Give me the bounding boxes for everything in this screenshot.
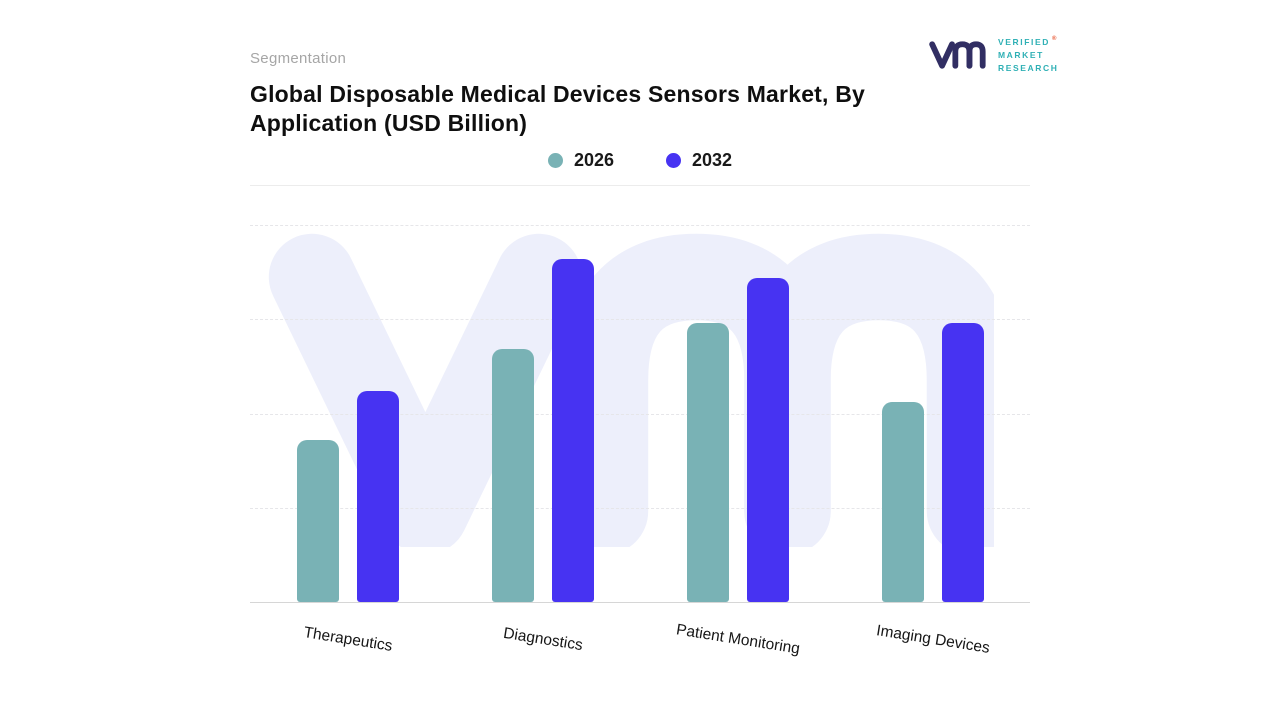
bar-2026	[881, 402, 924, 602]
logo-line-1: VERIFIED	[998, 37, 1051, 47]
logo-line-3: RESEARCH	[998, 62, 1059, 73]
vmr-logo-text: VERIFIED ® MARKET RESEARCH	[998, 36, 1059, 74]
chart-legend: 2026 2032	[250, 150, 1030, 171]
bar-2032	[551, 258, 594, 602]
gridline	[250, 319, 1030, 321]
bar-2026	[296, 439, 339, 602]
gridline	[250, 507, 1030, 509]
bar-group	[491, 225, 594, 602]
plot-area	[250, 225, 1030, 603]
registered-trademark-icon: ®	[1052, 36, 1059, 42]
chart-title: Global Disposable Medical Devices Sensor…	[250, 81, 866, 137]
bar-group	[881, 225, 984, 602]
x-axis-label: Therapeutics	[301, 624, 394, 655]
legend-item-2032: 2032	[666, 150, 732, 171]
legend-label: 2026	[573, 150, 614, 170]
bar-2032	[746, 277, 789, 602]
x-axis-label: Diagnostics	[501, 624, 584, 655]
x-axis-labels: Therapeutics Diagnostics Patient Monitorin…	[250, 621, 1030, 657]
gridline	[250, 225, 1030, 226]
legend-item-2026: 2026	[547, 150, 614, 171]
bar-2026	[491, 349, 534, 602]
x-axis-label: Imaging Devices	[874, 622, 991, 657]
logo-line-2: MARKET	[998, 49, 1044, 60]
vmr-logo-mark-icon	[928, 36, 986, 74]
bar-2032	[356, 390, 399, 602]
bar-group	[296, 225, 399, 602]
bar-2032	[941, 323, 984, 602]
vmr-logo: VERIFIED ® MARKET RESEARCH	[928, 36, 1059, 74]
bar-group	[686, 225, 789, 602]
legend-dot-icon	[666, 153, 681, 168]
bar-groups	[250, 225, 1030, 602]
section-kicker: Segmentation	[250, 50, 347, 67]
x-axis-label: Patient Monitoring	[674, 621, 801, 658]
legend-label: 2032	[692, 150, 733, 170]
legend-dot-icon	[547, 153, 563, 168]
gridline	[250, 413, 1030, 415]
bar-2026	[686, 323, 729, 602]
header-divider	[250, 185, 1030, 186]
